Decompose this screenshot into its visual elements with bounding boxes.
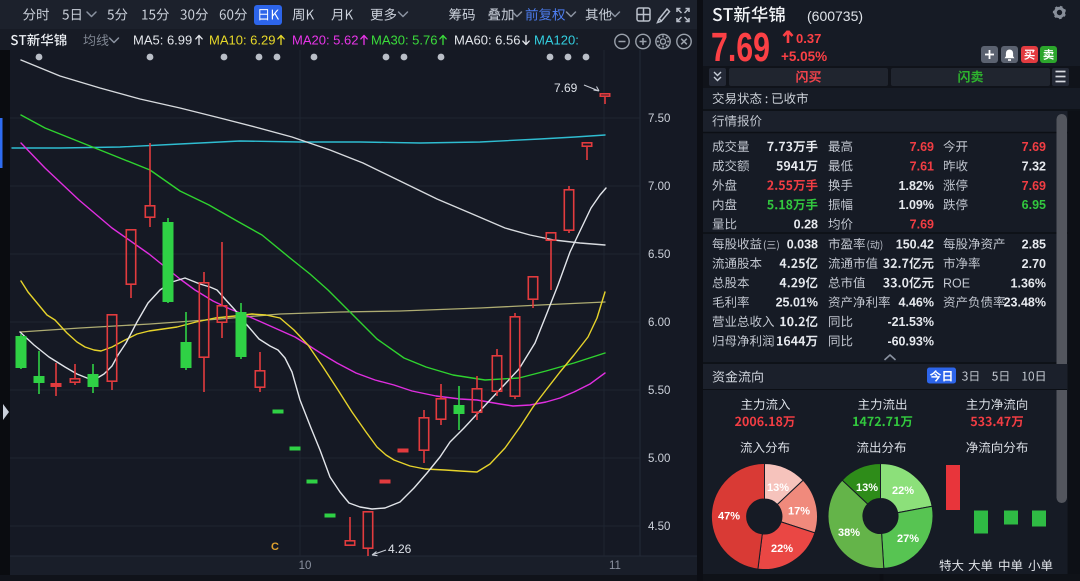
svg-text:6.50: 6.50 <box>648 249 670 261</box>
svg-text:1.36%: 1.36% <box>1011 276 1046 290</box>
svg-text:4.46%: 4.46% <box>899 296 934 310</box>
svg-text:6.00: 6.00 <box>648 317 670 329</box>
svg-text:7.69: 7.69 <box>554 81 578 95</box>
svg-text:2.70: 2.70 <box>1022 257 1046 271</box>
svg-text:(600735): (600735) <box>807 8 863 24</box>
svg-text:7.69: 7.69 <box>1022 179 1046 193</box>
svg-text:17%: 17% <box>788 506 810 518</box>
svg-text:38%: 38% <box>838 527 860 539</box>
svg-text:47%: 47% <box>718 511 740 523</box>
svg-text:+5.05%: +5.05% <box>781 49 827 64</box>
svg-text:C: C <box>271 541 279 553</box>
svg-text:7.69: 7.69 <box>711 24 770 70</box>
svg-text:13%: 13% <box>856 482 878 494</box>
svg-text:5.50: 5.50 <box>648 385 670 397</box>
svg-text:7.50: 7.50 <box>648 113 670 125</box>
svg-text:7.69: 7.69 <box>910 140 934 154</box>
svg-text:1.82%: 1.82% <box>899 179 934 193</box>
svg-text:0.038: 0.038 <box>787 238 818 252</box>
svg-text:7.32: 7.32 <box>1022 159 1046 173</box>
svg-text:MA60: 6.56: MA60: 6.56 <box>454 33 521 48</box>
svg-text:0.28: 0.28 <box>794 218 818 232</box>
svg-text:22%: 22% <box>771 543 793 555</box>
svg-text:7.61: 7.61 <box>910 159 934 173</box>
svg-text:MA120:: MA120: <box>534 33 579 48</box>
svg-text:-21.53%: -21.53% <box>887 315 934 329</box>
svg-text:6.95: 6.95 <box>1022 198 1046 212</box>
svg-text:7.00: 7.00 <box>648 181 670 193</box>
svg-text:0.37: 0.37 <box>796 31 821 46</box>
svg-text:27%: 27% <box>897 533 919 545</box>
svg-text:25.01%: 25.01% <box>776 296 818 310</box>
svg-text:22%: 22% <box>892 485 914 497</box>
svg-text:4.26: 4.26 <box>388 542 412 556</box>
svg-text:MA20: 5.62: MA20: 5.62 <box>292 33 359 48</box>
svg-text:MA5: 6.99: MA5: 6.99 <box>133 33 192 48</box>
svg-text:23.48%: 23.48% <box>1004 296 1046 310</box>
svg-text:MA30: 5.76: MA30: 5.76 <box>371 33 438 48</box>
svg-text:-60.93%: -60.93% <box>887 335 934 349</box>
svg-text:5.00: 5.00 <box>648 453 670 465</box>
svg-text:150.42: 150.42 <box>896 238 934 252</box>
svg-text:2.85: 2.85 <box>1022 238 1046 252</box>
svg-text:MA10: 6.29: MA10: 6.29 <box>209 33 276 48</box>
svg-text:ROE: ROE <box>943 276 970 290</box>
svg-text:13%: 13% <box>767 482 789 494</box>
svg-text:11: 11 <box>609 560 621 572</box>
svg-text:1.09%: 1.09% <box>899 198 934 212</box>
svg-text:10: 10 <box>299 560 312 572</box>
svg-text:7.69: 7.69 <box>1022 140 1046 154</box>
svg-text:7.69: 7.69 <box>910 218 934 232</box>
svg-text:4.50: 4.50 <box>648 521 670 533</box>
